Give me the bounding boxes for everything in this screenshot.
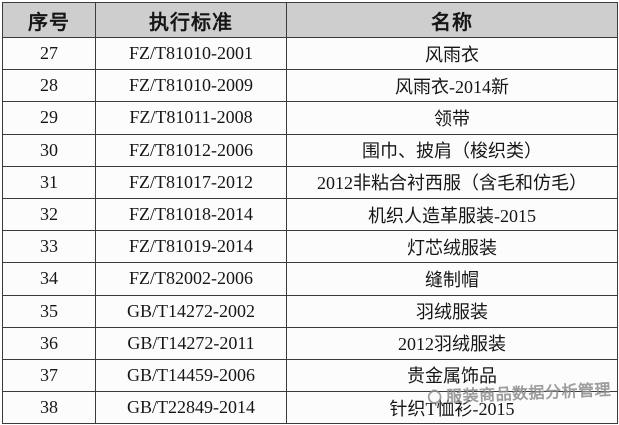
table-row: 33 FZ/T81019-2014 灯芯绒服装: [2, 230, 618, 264]
index-cell: 35: [2, 294, 96, 328]
name-cell: 机织人造革服装-2015: [286, 197, 618, 232]
name-cell: 羽绒服装: [286, 294, 618, 328]
standard-cell: FZ/T82002-2006: [95, 262, 287, 296]
index-cell: 30: [2, 133, 96, 167]
name-cell: 领带: [286, 101, 618, 135]
index-cell: 38: [2, 391, 96, 425]
name-cell: 围巾、披肩（梭织类）: [286, 133, 618, 167]
name-cell: 灯芯绒服装: [286, 230, 618, 264]
standard-cell: FZ/T81012-2006: [95, 133, 287, 167]
standard-cell: GB/T14459-2006: [95, 358, 287, 393]
name-cell: 缝制帽: [286, 262, 618, 296]
table-row: 38 GB/T22849-2014 针织T恤衫-2015: [2, 391, 618, 425]
name-cell: 风雨衣: [286, 36, 618, 71]
table-row: 30 FZ/T81012-2006 围巾、披肩（梭织类）: [2, 133, 618, 167]
table-row: 31 FZ/T81017-2012 2012非粘合衬西服（含毛和仿毛）: [2, 165, 618, 199]
col-header-standard: 执行标准: [95, 2, 287, 38]
table-row: 37 GB/T14459-2006 贵金属饰品: [2, 358, 618, 393]
name-cell: 针织T恤衫-2015: [286, 391, 618, 425]
index-cell: 27: [2, 36, 96, 71]
name-cell: 贵金属饰品: [286, 358, 618, 393]
table-row: 28 FZ/T81010-2009 风雨衣-2014新: [2, 69, 618, 103]
standard-cell: FZ/T81011-2008: [95, 101, 287, 135]
name-cell: 2012非粘合衬西服（含毛和仿毛）: [286, 165, 618, 199]
index-cell: 33: [2, 230, 96, 264]
standard-cell: FZ/T81010-2001: [95, 36, 287, 71]
table-row: 34 FZ/T82002-2006 缝制帽: [2, 262, 618, 296]
table-row: 29 FZ/T81011-2008 领带: [2, 101, 618, 135]
table-row: 32 FZ/T81018-2014 机织人造革服装-2015: [2, 197, 618, 232]
name-cell: 2012羽绒服装: [286, 326, 618, 360]
index-cell: 36: [2, 326, 96, 360]
index-cell: 37: [2, 358, 96, 393]
name-cell: 风雨衣-2014新: [286, 69, 618, 103]
standard-cell: GB/T14272-2011: [95, 326, 287, 360]
col-header-index: 序号: [2, 2, 96, 38]
standard-cell: FZ/T81019-2014: [95, 230, 287, 264]
standard-cell: FZ/T81017-2012: [95, 165, 287, 199]
table-row: 35 GB/T14272-2002 羽绒服装: [2, 294, 618, 328]
standard-cell: GB/T14272-2002: [95, 294, 287, 328]
table-row: 36 GB/T14272-2011 2012羽绒服装: [2, 326, 618, 360]
col-header-name: 名称: [286, 2, 618, 38]
header-row: 序号 执行标准 名称: [2, 2, 618, 38]
index-cell: 29: [2, 101, 96, 135]
table-row: 27 FZ/T81010-2001 风雨衣: [2, 36, 618, 71]
standard-cell: FZ/T81018-2014: [95, 197, 287, 232]
index-cell: 34: [2, 262, 96, 296]
index-cell: 28: [2, 69, 96, 103]
index-cell: 32: [2, 197, 96, 232]
standard-cell: GB/T22849-2014: [95, 391, 287, 425]
index-cell: 31: [2, 165, 96, 199]
standard-cell: FZ/T81010-2009: [95, 69, 287, 103]
